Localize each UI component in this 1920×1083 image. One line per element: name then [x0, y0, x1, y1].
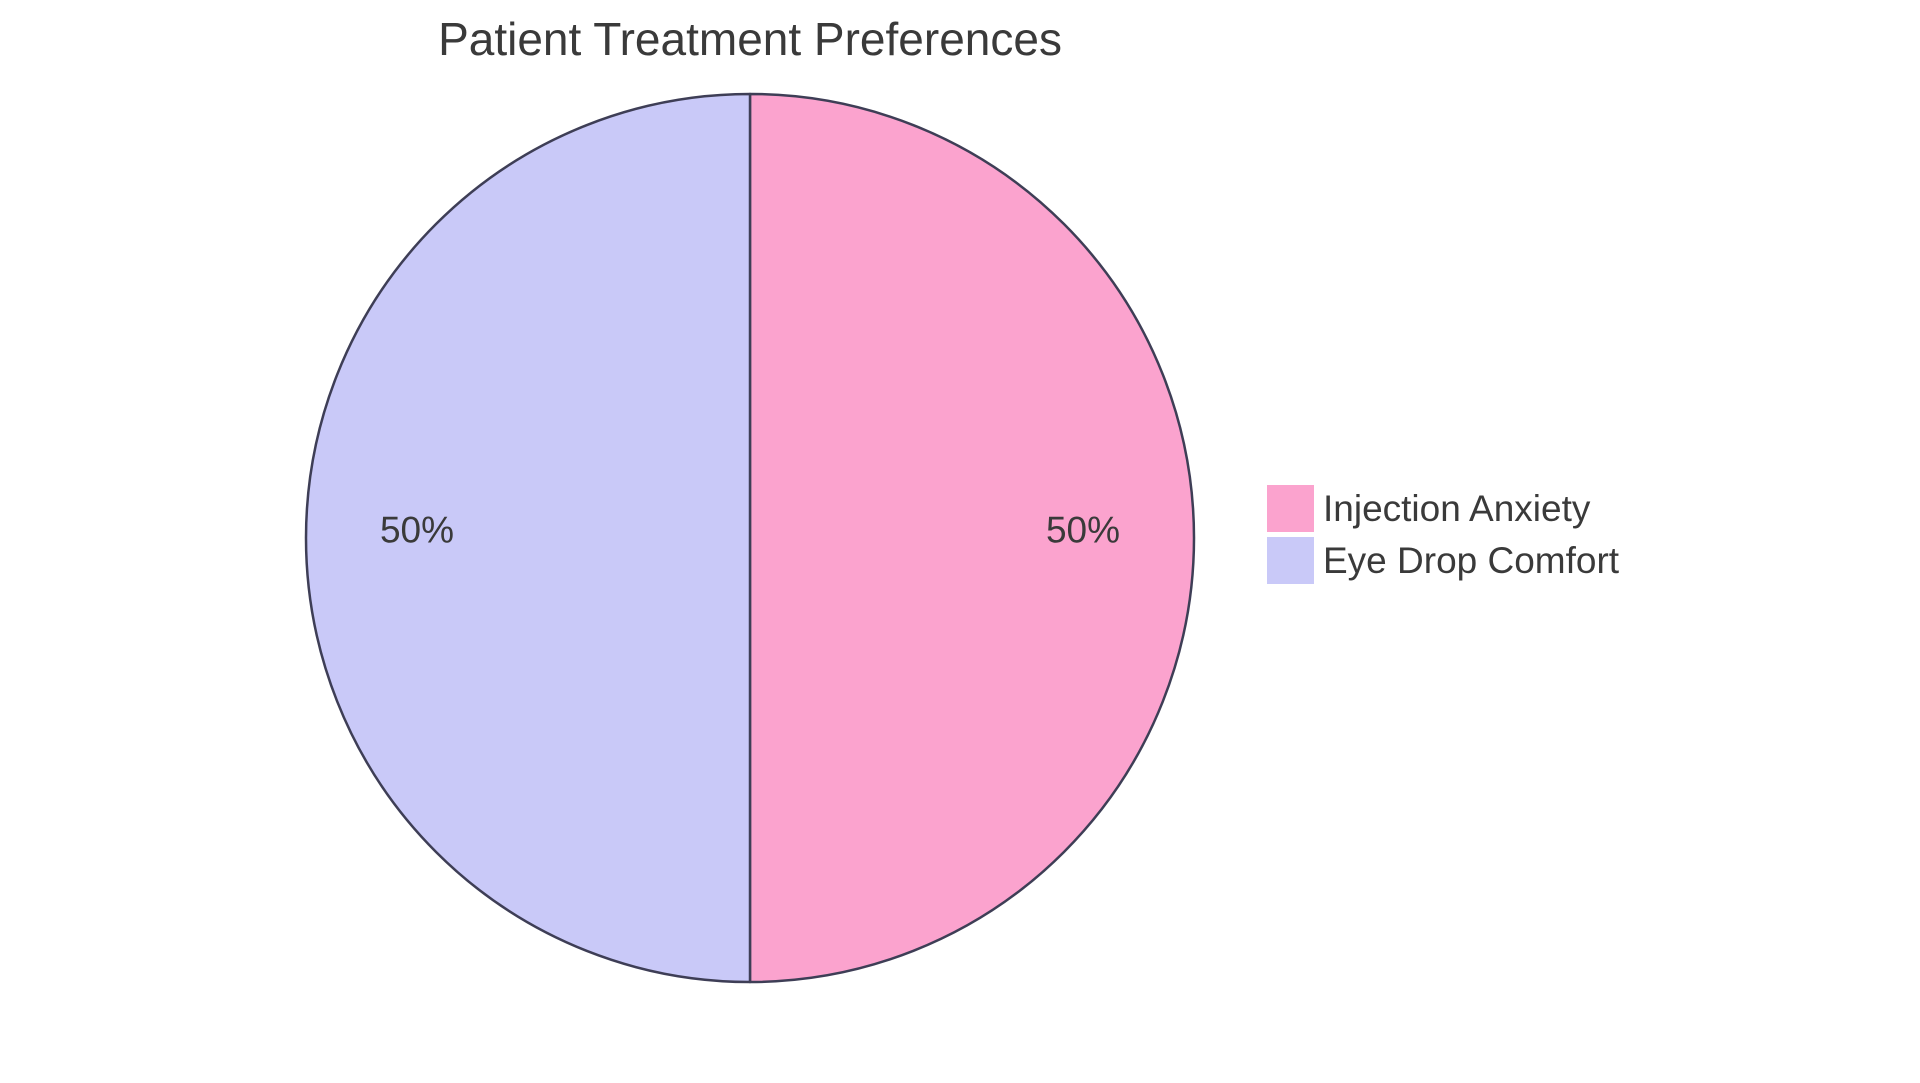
legend-label: Injection Anxiety: [1323, 488, 1591, 529]
legend-item-injection-anxiety[interactable]: Injection Anxiety: [1267, 485, 1619, 532]
chart-title: Patient Treatment Preferences: [438, 13, 1062, 65]
legend-swatch-icon: [1267, 537, 1314, 584]
pie-percent-label-0: 50%: [1046, 510, 1120, 551]
pie-percent-label-1: 50%: [380, 510, 454, 551]
pie-slice-1[interactable]: [304, 92, 752, 984]
legend-swatch-icon: [1267, 485, 1314, 532]
legend: Injection Anxiety Eye Drop Comfort: [1267, 485, 1619, 584]
legend-label: Eye Drop Comfort: [1323, 540, 1620, 581]
legend-item-eye-drop-comfort[interactable]: Eye Drop Comfort: [1267, 537, 1619, 584]
pie-slice-0[interactable]: [748, 92, 1196, 984]
